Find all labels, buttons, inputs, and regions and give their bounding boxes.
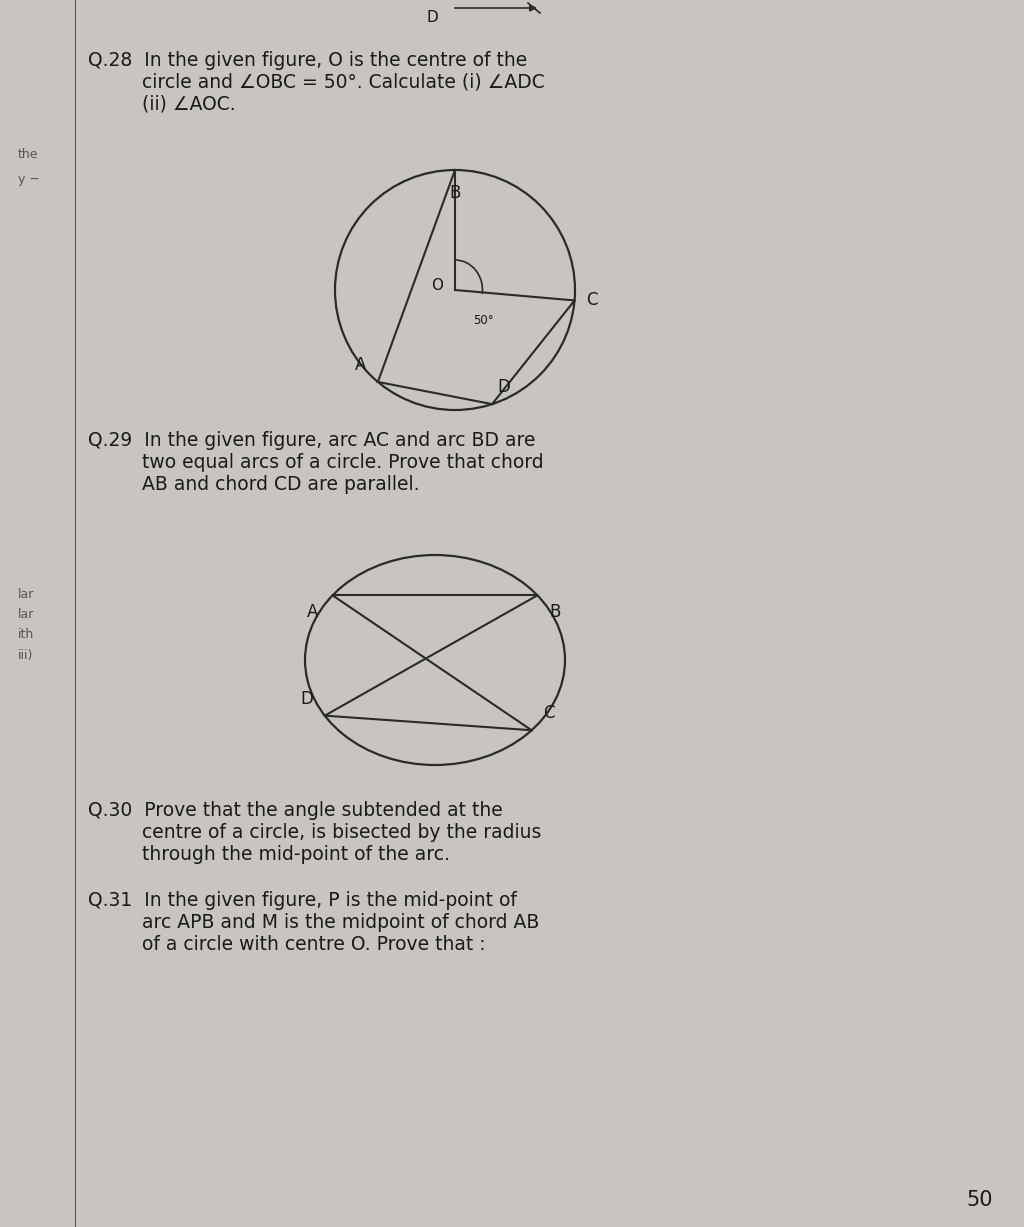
Text: A: A [354, 356, 366, 374]
Text: centre of a circle, is bisected by the radius: centre of a circle, is bisected by the r… [88, 822, 542, 842]
Text: circle and ∠OBC = 50°. Calculate (i) ∠ADC: circle and ∠OBC = 50°. Calculate (i) ∠AD… [88, 72, 545, 92]
Text: AB and chord CD are parallel.: AB and chord CD are parallel. [88, 475, 420, 493]
Text: B: B [450, 184, 461, 202]
Text: through the mid-point of the arc.: through the mid-point of the arc. [88, 844, 450, 864]
Text: B: B [550, 604, 561, 621]
Text: of a circle with centre O. Prove that :: of a circle with centre O. Prove that : [88, 935, 485, 953]
Text: y −: y − [18, 173, 40, 187]
Text: D: D [497, 378, 510, 396]
Text: O: O [431, 277, 443, 292]
Text: 50°: 50° [473, 314, 494, 326]
Text: D: D [300, 690, 312, 708]
Text: arc APB and M is the midpoint of chord AB: arc APB and M is the midpoint of chord A… [88, 913, 540, 931]
Text: C: C [587, 292, 598, 309]
Text: D: D [426, 10, 438, 25]
Text: the: the [18, 148, 39, 162]
Text: A: A [307, 604, 318, 621]
Text: Q.28  In the given figure, O is the centre of the: Q.28 In the given figure, O is the centr… [88, 50, 527, 70]
Text: lar: lar [18, 589, 35, 601]
Text: Q.29  In the given figure, arc AC and arc BD are: Q.29 In the given figure, arc AC and arc… [88, 431, 536, 449]
Text: lar: lar [18, 609, 35, 622]
Text: C: C [544, 704, 555, 723]
Text: iii): iii) [18, 649, 34, 661]
Text: ith: ith [18, 628, 34, 642]
Text: (ii) ∠AOC.: (ii) ∠AOC. [88, 94, 236, 114]
Text: two equal arcs of a circle. Prove that chord: two equal arcs of a circle. Prove that c… [88, 453, 544, 471]
Text: 50: 50 [967, 1190, 993, 1210]
Text: Q.30  Prove that the angle subtended at the: Q.30 Prove that the angle subtended at t… [88, 800, 503, 820]
Text: Q.31  In the given figure, P is the mid-point of: Q.31 In the given figure, P is the mid-p… [88, 891, 517, 909]
